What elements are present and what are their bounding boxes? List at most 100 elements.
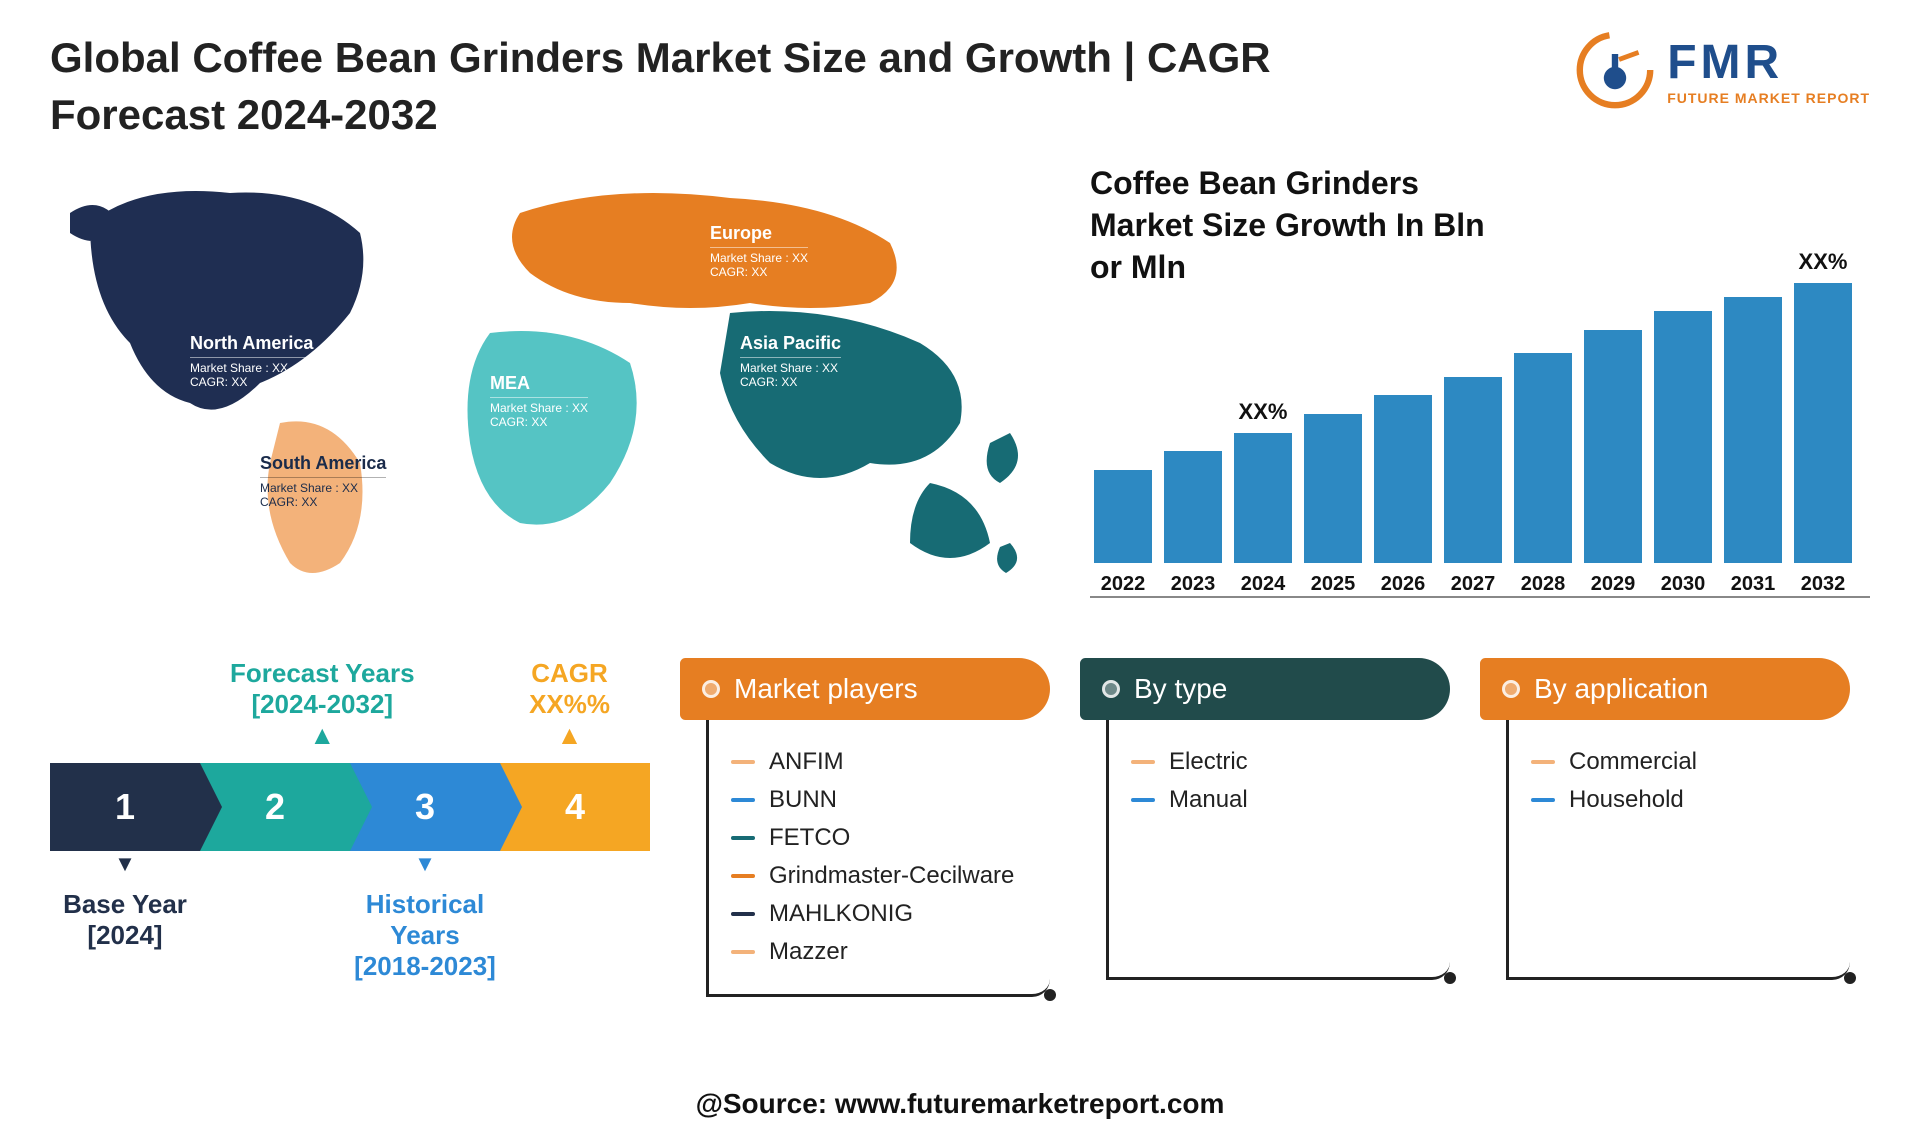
sa-name: South America <box>260 453 386 474</box>
list-item-label: Grindmaster-Cecilware <box>769 862 1014 890</box>
eu-cagr: CAGR: XX <box>710 265 767 279</box>
bar <box>1444 377 1502 564</box>
base-range: [2024] <box>50 920 200 951</box>
bullet-icon <box>1131 798 1155 802</box>
region-europe <box>512 193 897 308</box>
list-item-label: MAHLKONIG <box>769 900 913 928</box>
bar <box>1724 297 1782 563</box>
chart-title: Coffee Bean Grinders Market Size Growth … <box>1090 163 1510 288</box>
timeline-seg-4: 4 <box>500 763 650 851</box>
panel-title-type: By type <box>1134 673 1227 705</box>
bar <box>1304 414 1362 563</box>
timeline-seg-1: 1 <box>50 763 200 851</box>
bullet-icon <box>731 874 755 878</box>
bar <box>1654 311 1712 563</box>
bar <box>1164 451 1222 563</box>
bar-label: 2028 <box>1521 573 1566 596</box>
logo-icon <box>1575 30 1655 110</box>
bar-label: 2029 <box>1591 573 1636 596</box>
bar-label: 2024 <box>1241 573 1286 596</box>
list-item-label: FETCO <box>769 824 850 852</box>
list-item: Household <box>1531 786 1840 814</box>
bar-label: 2023 <box>1171 573 1216 596</box>
list-item-label: Commercial <box>1569 748 1697 776</box>
eu-share: Market Share : XX <box>710 251 808 265</box>
growth-bar-chart: Coffee Bean Grinders Market Size Growth … <box>1090 163 1870 598</box>
timeline-seg-2: 2 <box>200 763 350 851</box>
bullet-icon <box>731 836 755 840</box>
bar-label: 2030 <box>1661 573 1706 596</box>
world-map: North America Market Share : XXCAGR: XX … <box>50 163 1050 583</box>
list-item-label: Electric <box>1169 748 1248 776</box>
forecast-label: Forecast Years <box>230 658 415 689</box>
bar-2025: 2025 <box>1304 414 1362 596</box>
bar-annotation: XX% <box>1239 399 1288 425</box>
bar-label: 2022 <box>1101 573 1146 596</box>
hist-label: Historical Years <box>350 889 500 951</box>
panel-title-app: By application <box>1534 673 1708 705</box>
bar-2023: 2023 <box>1164 451 1222 596</box>
list-item: MAHLKONIG <box>731 900 1040 928</box>
bar-2029: 2029 <box>1584 330 1642 596</box>
list-item-label: Manual <box>1169 786 1248 814</box>
source-text: @Source: www.futuremarketreport.com <box>0 1088 1920 1120</box>
bullet-icon <box>1531 760 1555 764</box>
bar-annotation: XX% <box>1799 249 1848 275</box>
bar <box>1094 470 1152 563</box>
panel-by-application: By application Commercial Household <box>1480 658 1850 997</box>
logo-abbr: FMR <box>1667 35 1870 90</box>
bar <box>1794 283 1852 563</box>
bar-2032: XX%2032 <box>1794 283 1852 596</box>
bar <box>1374 395 1432 563</box>
list-item-label: Household <box>1569 786 1684 814</box>
bar-2024: XX%2024 <box>1234 433 1292 597</box>
bullet-icon <box>731 950 755 954</box>
bullet-icon <box>731 760 755 764</box>
list-item: Electric <box>1131 748 1440 776</box>
list-item: BUNN <box>731 786 1040 814</box>
panel-market-players: Market players ANFIMBUNNFETCOGrindmaster… <box>680 658 1050 997</box>
ap-cagr: CAGR: XX <box>740 375 797 389</box>
bullet-icon <box>1531 798 1555 802</box>
ap-name: Asia Pacific <box>740 333 841 354</box>
bar-label: 2025 <box>1311 573 1356 596</box>
bar-label: 2032 <box>1801 573 1846 596</box>
bar-2028: 2028 <box>1514 353 1572 596</box>
sa-cagr: CAGR: XX <box>260 495 317 509</box>
list-item: Commercial <box>1531 748 1840 776</box>
bar-2022: 2022 <box>1094 470 1152 596</box>
bar-2030: 2030 <box>1654 311 1712 596</box>
bar-2026: 2026 <box>1374 395 1432 596</box>
timeline: Forecast Years [2024-2032] ▲ CAGR XX%% ▲… <box>50 658 650 997</box>
bar-2027: 2027 <box>1444 377 1502 597</box>
mea-share: Market Share : XX <box>490 401 588 415</box>
forecast-range: [2024-2032] <box>230 689 415 720</box>
ap-share: Market Share : XX <box>740 361 838 375</box>
mea-name: MEA <box>490 373 588 394</box>
list-item: Mazzer <box>731 938 1040 966</box>
bar <box>1514 353 1572 563</box>
list-item: Manual <box>1131 786 1440 814</box>
list-item-label: Mazzer <box>769 938 848 966</box>
na-cagr: CAGR: XX <box>190 375 247 389</box>
panel-title-players: Market players <box>734 673 918 705</box>
bullet-icon <box>1131 760 1155 764</box>
cagr-label: CAGR <box>529 658 610 689</box>
panel-by-type: By type Electric Manual <box>1080 658 1450 997</box>
mea-cagr: CAGR: XX <box>490 415 547 429</box>
list-item: FETCO <box>731 824 1040 852</box>
bar-2031: 2031 <box>1724 297 1782 596</box>
bullet-icon <box>731 912 755 916</box>
logo-sub: FUTURE MARKET REPORT <box>1667 90 1870 106</box>
bar-label: 2031 <box>1731 573 1776 596</box>
sa-share: Market Share : XX <box>260 481 358 495</box>
bar <box>1234 433 1292 564</box>
na-name: North America <box>190 333 313 354</box>
bar-label: 2026 <box>1381 573 1426 596</box>
logo: FMR FUTURE MARKET REPORT <box>1575 30 1870 110</box>
hist-range: [2018-2023] <box>350 951 500 982</box>
timeline-seg-3: 3 <box>350 763 500 851</box>
na-share: Market Share : XX <box>190 361 288 375</box>
page-title: Global Coffee Bean Grinders Market Size … <box>50 30 1350 143</box>
bullet-icon <box>731 798 755 802</box>
